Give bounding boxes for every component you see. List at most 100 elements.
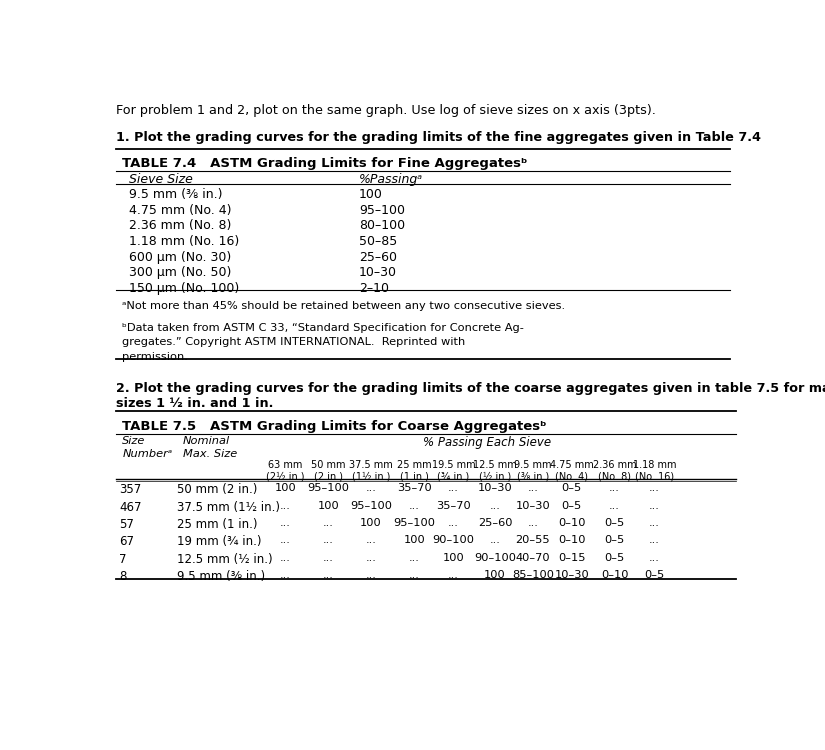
Text: 9.5 mm (⅜ in.): 9.5 mm (⅜ in.) <box>129 188 222 201</box>
Text: ...: ... <box>323 536 333 545</box>
Text: 4.75 mm: 4.75 mm <box>550 460 594 470</box>
Text: ...: ... <box>409 500 420 511</box>
Text: ...: ... <box>409 570 420 580</box>
Text: ...: ... <box>648 518 660 528</box>
Text: 95–100: 95–100 <box>359 204 405 217</box>
Text: 1. Plot the grading curves for the grading limits of the fine aggregates given i: 1. Plot the grading curves for the gradi… <box>116 131 761 144</box>
Text: (¾ in.): (¾ in.) <box>437 472 469 482</box>
Text: 357: 357 <box>119 483 141 496</box>
Text: 25–60: 25–60 <box>478 518 512 528</box>
Text: ...: ... <box>280 500 290 511</box>
Text: 467: 467 <box>119 500 142 514</box>
Text: 95–100: 95–100 <box>307 483 349 494</box>
Text: TABLE 7.5   ASTM Grading Limits for Coarse Aggregatesᵇ: TABLE 7.5 ASTM Grading Limits for Coarse… <box>122 420 547 433</box>
Text: ...: ... <box>365 570 376 580</box>
Text: 0–5: 0–5 <box>605 518 625 528</box>
Text: ...: ... <box>609 500 620 511</box>
Text: (No. 16): (No. 16) <box>634 472 674 482</box>
Text: 9.5 mm: 9.5 mm <box>514 460 552 470</box>
Text: 25 mm: 25 mm <box>397 460 431 470</box>
Text: Numberᵃ: Numberᵃ <box>122 448 172 459</box>
Text: ...: ... <box>648 553 660 562</box>
Text: 1.18 mm: 1.18 mm <box>633 460 676 470</box>
Text: 35–70: 35–70 <box>436 500 471 511</box>
Text: (½ in.): (½ in.) <box>479 472 512 482</box>
Text: 90–100: 90–100 <box>474 553 516 562</box>
Text: 7: 7 <box>119 553 126 566</box>
Text: 10–30: 10–30 <box>478 483 512 494</box>
Text: 0–10: 0–10 <box>558 518 586 528</box>
Text: 67: 67 <box>119 536 134 548</box>
Text: (2½ in.): (2½ in.) <box>266 472 304 482</box>
Text: 100: 100 <box>275 483 296 494</box>
Text: ...: ... <box>448 570 459 580</box>
Text: gregates.” Copyright ASTM INTERNATIONAL.  Reprinted with: gregates.” Copyright ASTM INTERNATIONAL.… <box>122 338 465 347</box>
Text: ...: ... <box>448 483 459 494</box>
Text: ...: ... <box>280 536 290 545</box>
Text: 10–30: 10–30 <box>516 500 550 511</box>
Text: 100: 100 <box>361 518 382 528</box>
Text: 63 mm: 63 mm <box>268 460 303 470</box>
Text: 4.75 mm (No. 4): 4.75 mm (No. 4) <box>129 204 231 217</box>
Text: 10–30: 10–30 <box>359 266 397 279</box>
Text: 2.36 mm: 2.36 mm <box>593 460 636 470</box>
Text: 10–30: 10–30 <box>554 570 589 580</box>
Text: ...: ... <box>323 553 333 562</box>
Text: For problem 1 and 2, plot on the same graph. Use log of sieve sizes on x axis (3: For problem 1 and 2, plot on the same gr… <box>116 104 656 118</box>
Text: 19 mm (¾ in.): 19 mm (¾ in.) <box>177 536 262 548</box>
Text: 2. Plot the grading curves for the grading limits of the coarse aggregates given: 2. Plot the grading curves for the gradi… <box>116 382 825 395</box>
Text: ...: ... <box>365 536 376 545</box>
Text: 100: 100 <box>403 536 426 545</box>
Text: 90–100: 90–100 <box>432 536 474 545</box>
Text: 12.5 mm: 12.5 mm <box>474 460 517 470</box>
Text: 0–10: 0–10 <box>558 536 586 545</box>
Text: ...: ... <box>489 536 501 545</box>
Text: 35–70: 35–70 <box>397 483 431 494</box>
Text: 57: 57 <box>119 518 134 531</box>
Text: (1 in.): (1 in.) <box>400 472 429 482</box>
Text: 100: 100 <box>484 570 506 580</box>
Text: ᵃNot more than 45% should be retained between any two consecutive sieves.: ᵃNot more than 45% should be retained be… <box>122 301 565 310</box>
Text: 0–10: 0–10 <box>601 570 629 580</box>
Text: 300 μm (No. 50): 300 μm (No. 50) <box>129 266 231 279</box>
Text: 37.5 mm (1½ in.): 37.5 mm (1½ in.) <box>177 500 280 514</box>
Text: 100: 100 <box>359 188 383 201</box>
Text: ...: ... <box>365 483 376 494</box>
Text: 2–10: 2–10 <box>359 282 389 295</box>
Text: 80–100: 80–100 <box>359 219 405 232</box>
Text: ᵇData taken from ASTM C 33, “Standard Specification for Concrete Ag-: ᵇData taken from ASTM C 33, “Standard Sp… <box>122 322 524 333</box>
Text: 100: 100 <box>443 553 464 562</box>
Text: % Passing Each Sieve: % Passing Each Sieve <box>422 436 551 449</box>
Text: 8: 8 <box>119 570 126 583</box>
Text: 0–15: 0–15 <box>558 553 586 562</box>
Text: 9.5 mm (⅜ in.): 9.5 mm (⅜ in.) <box>177 570 265 583</box>
Text: 50 mm: 50 mm <box>311 460 346 470</box>
Text: 95–100: 95–100 <box>350 500 392 511</box>
Text: ...: ... <box>280 553 290 562</box>
Text: %Passingᵃ: %Passingᵃ <box>359 173 423 186</box>
Text: permission.: permission. <box>122 352 188 362</box>
Text: 600 μm (No. 30): 600 μm (No. 30) <box>129 251 231 263</box>
Text: 100: 100 <box>318 500 339 511</box>
Text: sizes 1 ½ in. and 1 in.: sizes 1 ½ in. and 1 in. <box>116 397 273 410</box>
Text: 19.5 mm: 19.5 mm <box>431 460 475 470</box>
Text: ...: ... <box>365 553 376 562</box>
Text: Max. Size: Max. Size <box>183 448 238 459</box>
Text: ...: ... <box>323 518 333 528</box>
Text: 0–5: 0–5 <box>644 570 664 580</box>
Text: ...: ... <box>280 518 290 528</box>
Text: Sieve Size: Sieve Size <box>129 173 192 186</box>
Text: 1.18 mm (No. 16): 1.18 mm (No. 16) <box>129 235 239 248</box>
Text: 150 μm (No. 100): 150 μm (No. 100) <box>129 282 239 295</box>
Text: Nominal: Nominal <box>183 436 230 446</box>
Text: Size: Size <box>122 436 146 446</box>
Text: 0–5: 0–5 <box>605 536 625 545</box>
Text: 25 mm (1 in.): 25 mm (1 in.) <box>177 518 257 531</box>
Text: ...: ... <box>409 553 420 562</box>
Text: 0–5: 0–5 <box>605 553 625 562</box>
Text: 37.5 mm: 37.5 mm <box>349 460 393 470</box>
Text: ...: ... <box>323 570 333 580</box>
Text: ...: ... <box>280 570 290 580</box>
Text: ...: ... <box>609 483 620 494</box>
Text: ...: ... <box>648 536 660 545</box>
